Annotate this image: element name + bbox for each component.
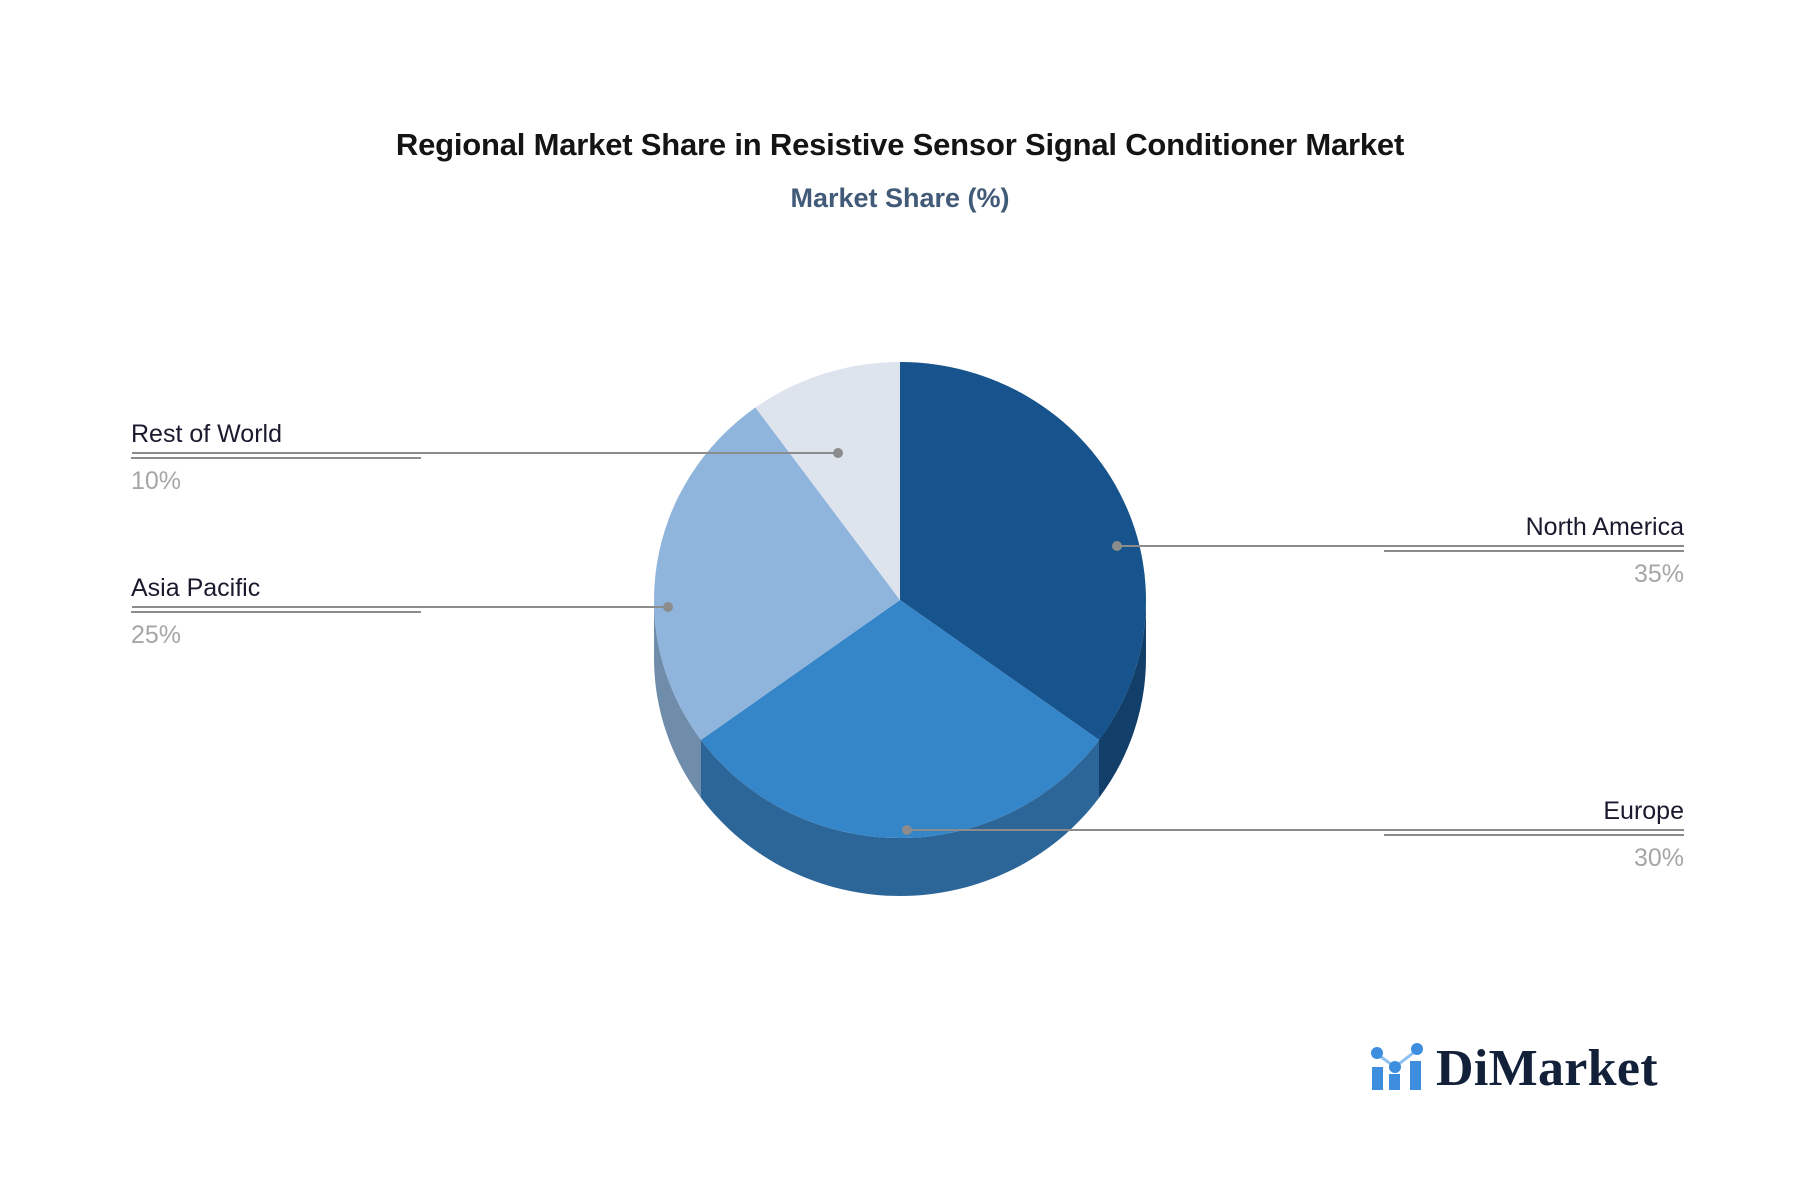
callout-rule-europe	[1384, 834, 1684, 836]
callout-rule-rest-of-world	[131, 457, 421, 459]
callout-label-europe: Europe	[1603, 797, 1684, 825]
callout-value-europe: 30%	[1633, 844, 1684, 872]
brand-logo-text: DiMarket	[1436, 1039, 1658, 1097]
pie-side-north-america	[1099, 600, 1146, 798]
title-block: Regional Market Share in Resistive Senso…	[0, 125, 1800, 218]
pie-slice-rest-of-world	[755, 362, 900, 600]
callout-north-america[interactable]: North America 35%	[1384, 511, 1684, 590]
callout-value-rest-of-world: 10%	[131, 467, 182, 495]
callout-value-north-america: 35%	[1633, 560, 1684, 588]
callout-value-asia-pacific: 25%	[131, 621, 182, 649]
callout-label-rest-of-world: Rest of World	[131, 420, 282, 448]
bar-chart-icon	[1370, 1040, 1424, 1097]
callout-rule-asia-pacific	[131, 611, 421, 613]
chart-subtitle: Market Share (%)	[790, 183, 1010, 213]
pie-slice-north-america	[900, 362, 1146, 740]
pie-chart-svg	[654, 362, 1146, 896]
pie-3d-side	[654, 600, 1146, 896]
brand-logo[interactable]: DiMarket	[1370, 1040, 1658, 1097]
callout-europe[interactable]: Europe 30%	[1384, 795, 1684, 874]
pie-slice-europe	[701, 600, 1099, 838]
pie-slice-asia-pacific	[654, 407, 900, 740]
callout-rest-of-world[interactable]: Rest of World 10%	[131, 418, 421, 497]
pie-chart	[540, 330, 1260, 970]
callout-label-north-america: North America	[1525, 513, 1684, 541]
callout-label-asia-pacific: Asia Pacific	[131, 574, 261, 602]
callout-rule-north-america	[1384, 550, 1684, 552]
pie-slices	[654, 362, 1146, 838]
pie-side-asia-pacific	[654, 600, 701, 798]
pie-side-europe	[701, 739, 1099, 896]
callout-asia-pacific[interactable]: Asia Pacific 25%	[131, 572, 421, 651]
page-title: Regional Market Share in Resistive Senso…	[395, 127, 1405, 162]
